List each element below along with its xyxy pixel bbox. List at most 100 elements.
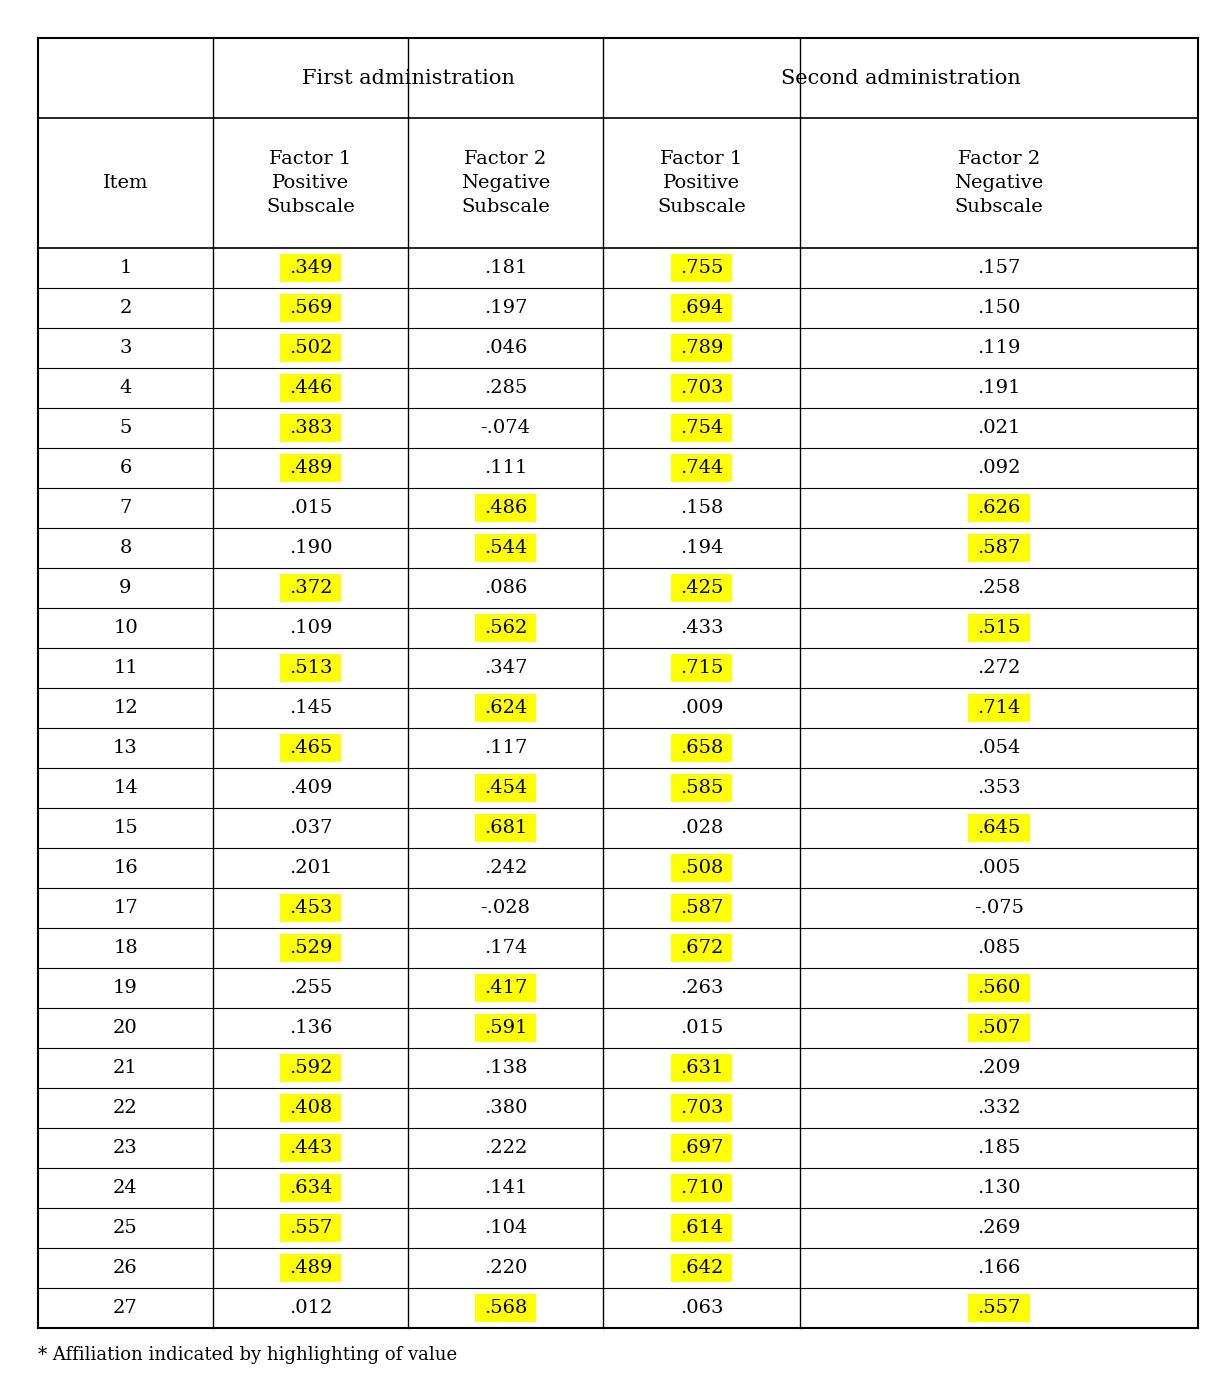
Text: Second administration: Second administration — [781, 69, 1020, 87]
Bar — [474, 974, 536, 1002]
Text: .560: .560 — [977, 978, 1020, 998]
Bar — [280, 733, 341, 762]
Text: .021: .021 — [977, 419, 1020, 437]
Text: .433: .433 — [680, 619, 723, 637]
Text: .529: .529 — [288, 938, 333, 956]
Text: .174: .174 — [484, 938, 527, 956]
Text: .201: .201 — [288, 858, 333, 876]
Text: .587: .587 — [977, 539, 1020, 557]
Text: Factor 1
Positive
Subscale: Factor 1 Positive Subscale — [657, 150, 745, 215]
Text: .631: .631 — [680, 1060, 723, 1078]
Text: 9: 9 — [120, 579, 132, 597]
Text: .681: .681 — [484, 819, 527, 836]
Text: .209: .209 — [977, 1060, 1021, 1078]
Text: .454: .454 — [484, 779, 527, 796]
Bar — [671, 254, 732, 282]
Bar — [671, 453, 732, 482]
Text: 23: 23 — [113, 1140, 138, 1158]
Bar — [671, 573, 732, 602]
Bar — [280, 1054, 341, 1082]
Text: .703: .703 — [680, 379, 723, 397]
Bar — [474, 693, 536, 722]
Bar — [968, 814, 1030, 842]
Bar — [671, 413, 732, 442]
Text: .453: .453 — [288, 898, 333, 916]
Text: .111: .111 — [484, 459, 527, 477]
Bar — [671, 773, 732, 802]
Text: .672: .672 — [680, 938, 723, 956]
Text: .372: .372 — [288, 579, 333, 597]
Text: .614: .614 — [680, 1220, 723, 1237]
Text: .263: .263 — [680, 978, 723, 998]
Text: -.075: -.075 — [975, 898, 1024, 916]
Text: .715: .715 — [680, 659, 723, 677]
Text: .513: .513 — [288, 659, 333, 677]
Text: .544: .544 — [484, 539, 527, 557]
Text: .255: .255 — [288, 978, 333, 998]
Bar — [474, 613, 536, 642]
Text: .191: .191 — [977, 379, 1021, 397]
Bar — [280, 333, 341, 362]
Text: 12: 12 — [113, 699, 138, 717]
Text: .626: .626 — [977, 499, 1020, 517]
Text: .568: .568 — [484, 1299, 527, 1317]
Text: 13: 13 — [113, 739, 138, 757]
Text: .714: .714 — [977, 699, 1020, 717]
Text: .408: .408 — [288, 1100, 333, 1118]
Bar — [280, 413, 341, 442]
Text: .136: .136 — [288, 1018, 333, 1038]
Bar — [671, 294, 732, 322]
Bar — [968, 974, 1030, 1002]
Text: 26: 26 — [113, 1259, 138, 1277]
Text: 3: 3 — [120, 339, 132, 357]
Text: .353: .353 — [977, 779, 1021, 796]
Text: Item: Item — [102, 174, 148, 192]
Bar — [671, 934, 732, 962]
Text: .425: .425 — [680, 579, 723, 597]
Bar — [671, 1214, 732, 1243]
Text: .443: .443 — [288, 1140, 333, 1158]
Text: Factor 2
Negative
Subscale: Factor 2 Negative Subscale — [955, 150, 1044, 215]
Text: .417: .417 — [484, 978, 527, 998]
Text: .005: .005 — [977, 858, 1020, 876]
Text: .109: .109 — [288, 619, 333, 637]
Text: .658: .658 — [680, 739, 723, 757]
Text: 14: 14 — [113, 779, 138, 796]
Bar — [280, 653, 341, 682]
Text: 5: 5 — [120, 419, 132, 437]
Text: .185: .185 — [977, 1140, 1020, 1158]
Text: .486: .486 — [484, 499, 527, 517]
Text: .272: .272 — [977, 659, 1020, 677]
Text: 24: 24 — [113, 1180, 138, 1197]
Text: 15: 15 — [113, 819, 138, 836]
Text: .138: .138 — [484, 1060, 527, 1078]
Bar — [280, 1094, 341, 1122]
Text: * Affiliation indicated by highlighting of value: * Affiliation indicated by highlighting … — [38, 1346, 457, 1364]
Text: .754: .754 — [680, 419, 723, 437]
Bar — [968, 533, 1030, 562]
Bar — [280, 894, 341, 922]
Text: .489: .489 — [288, 459, 333, 477]
Text: -.074: -.074 — [480, 419, 531, 437]
Text: 2: 2 — [120, 299, 132, 317]
Text: .569: .569 — [288, 299, 333, 317]
Text: .085: .085 — [977, 938, 1020, 956]
Text: First administration: First administration — [302, 69, 515, 87]
Text: .037: .037 — [288, 819, 333, 836]
Text: .181: .181 — [484, 259, 527, 277]
Bar — [671, 733, 732, 762]
Text: .222: .222 — [484, 1140, 527, 1158]
Text: 7: 7 — [120, 499, 132, 517]
Text: .380: .380 — [484, 1100, 527, 1118]
Text: .119: .119 — [977, 339, 1021, 357]
Bar — [474, 1014, 536, 1042]
Bar — [474, 814, 536, 842]
Text: .557: .557 — [977, 1299, 1020, 1317]
Bar — [474, 1294, 536, 1323]
Text: .634: .634 — [288, 1180, 333, 1197]
Text: .409: .409 — [288, 779, 333, 796]
Text: .755: .755 — [680, 259, 723, 277]
Text: 16: 16 — [113, 858, 138, 876]
Text: .242: .242 — [484, 858, 527, 876]
Text: .585: .585 — [680, 779, 723, 796]
